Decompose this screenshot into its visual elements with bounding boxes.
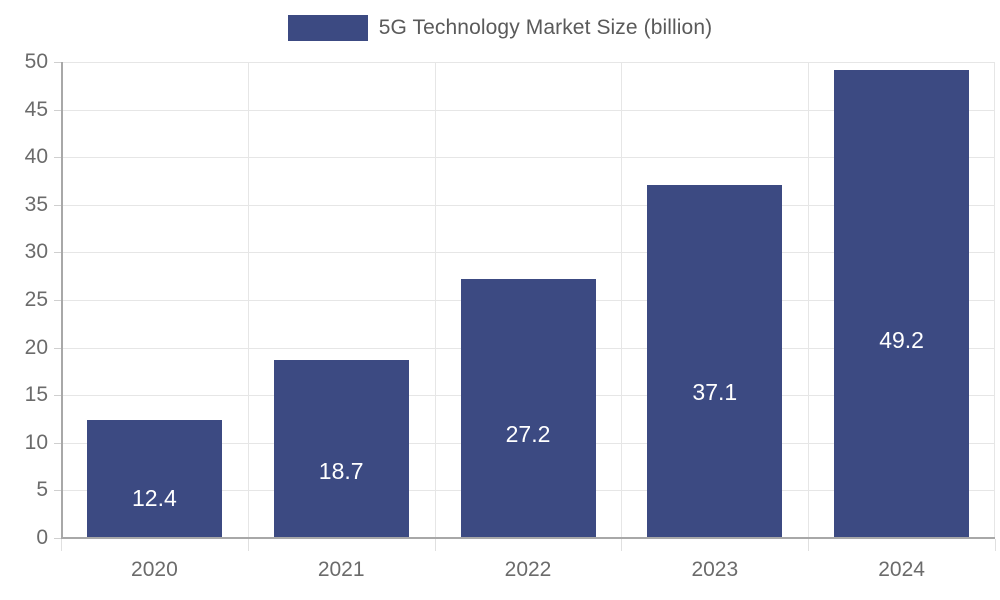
y-tick-label: 35: [24, 192, 48, 216]
x-tick-label: 2021: [317, 558, 365, 581]
y-tick-label: 0: [36, 526, 48, 549]
y-tick-label: 25: [24, 288, 48, 311]
y-tick-label: 45: [24, 97, 48, 121]
y-tick-label: 5: [36, 478, 48, 502]
bar[interactable]: [647, 184, 782, 538]
gridline-vertical: [621, 62, 622, 538]
y-tick-mark: [54, 490, 61, 492]
gridline-horizontal: [61, 157, 995, 159]
gridline-vertical: [248, 62, 249, 538]
plot-area: 12.4 18.7 27.2 37.1 49.2: [61, 62, 995, 539]
bar-value-label: 18.7: [318, 457, 364, 484]
gridline-horizontal: [61, 252, 995, 254]
y-axis-line: [61, 62, 63, 539]
chart-legend: 5G Technology Market Size (billion): [0, 13, 1000, 43]
gridline-vertical: [435, 62, 436, 538]
x-tick-mark: [435, 539, 436, 551]
legend-label: 5G Technology Market Size (billion): [378, 16, 713, 39]
y-axis-tick-labels: 0 5 10 15 20 25 30 35 40 45 50: [0, 0, 48, 600]
gridline-vertical: [808, 62, 809, 538]
x-tick-mark: [621, 539, 622, 551]
y-tick-mark: [54, 347, 61, 349]
y-tick-label: 50: [24, 50, 48, 73]
x-tick-label: 2024: [878, 558, 925, 581]
y-tick-mark: [54, 538, 61, 539]
y-tick-label: 20: [24, 335, 48, 359]
y-tick-mark: [54, 62, 61, 63]
bar-value-label: 49.2: [879, 327, 924, 354]
x-tick-label: 2022: [504, 558, 552, 581]
bar[interactable]: [461, 279, 596, 538]
x-tick-mark: [248, 539, 249, 551]
gridline-horizontal: [61, 204, 995, 206]
y-tick-mark: [54, 442, 61, 444]
bar-value-label: 12.4: [132, 484, 177, 511]
gridline-horizontal: [61, 62, 995, 63]
y-tick-label: 10: [24, 430, 48, 454]
bar[interactable]: [87, 419, 222, 538]
gridline-horizontal: [61, 109, 995, 111]
bar[interactable]: [274, 359, 409, 538]
x-tick-mark: [808, 539, 809, 551]
legend-color-swatch-icon: [287, 15, 368, 41]
y-tick-label: 30: [24, 240, 48, 264]
y-tick-mark: [54, 157, 61, 159]
y-tick-mark: [54, 204, 61, 206]
y-tick-mark: [54, 300, 61, 301]
x-axis-line: [61, 537, 995, 539]
bar[interactable]: [834, 69, 969, 538]
y-tick-mark: [54, 109, 61, 111]
y-tick-label: 40: [24, 145, 48, 169]
y-tick-label: 15: [24, 383, 48, 407]
bar-value-label: 27.2: [505, 421, 551, 448]
x-tick-label: 2020: [131, 558, 178, 581]
y-tick-mark: [54, 395, 61, 397]
y-tick-mark: [54, 252, 61, 254]
x-tick-mark: [995, 539, 996, 551]
x-tick-label: 2023: [691, 558, 739, 581]
plot-right-border: [994, 62, 995, 538]
bar-value-label: 37.1: [692, 379, 738, 406]
x-tick-mark: [61, 539, 62, 551]
